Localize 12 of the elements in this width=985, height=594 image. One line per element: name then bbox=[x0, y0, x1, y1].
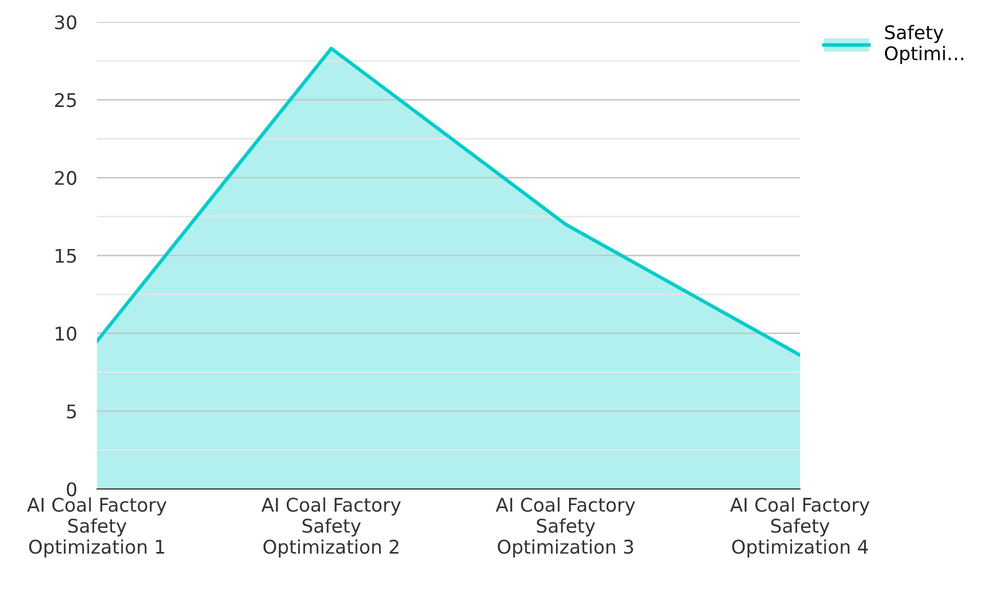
y-tick-label: 15 bbox=[56, 248, 76, 263]
legend-label: Safety Optimi… bbox=[884, 24, 964, 64]
y-tick-label: 25 bbox=[55, 93, 76, 108]
x-tick-label: AI Coal Factory Safety Optimization 1 bbox=[27, 497, 166, 558]
y-tick-label: 30 bbox=[55, 15, 76, 30]
y-tick-label: 10 bbox=[56, 326, 76, 341]
y-tick-label: 0 bbox=[66, 482, 76, 496]
x-tick-label: AI Coal Factory Safety Optimization 2 bbox=[261, 497, 401, 558]
y-tick-label: 20 bbox=[55, 170, 76, 186]
x-tick-label: AI Coal Factory Safety Optimization 3 bbox=[496, 497, 636, 558]
x-tick-label: AI Coal Factory Safety Optimization 4 bbox=[730, 497, 870, 558]
y-tick-label: 5 bbox=[67, 404, 76, 419]
